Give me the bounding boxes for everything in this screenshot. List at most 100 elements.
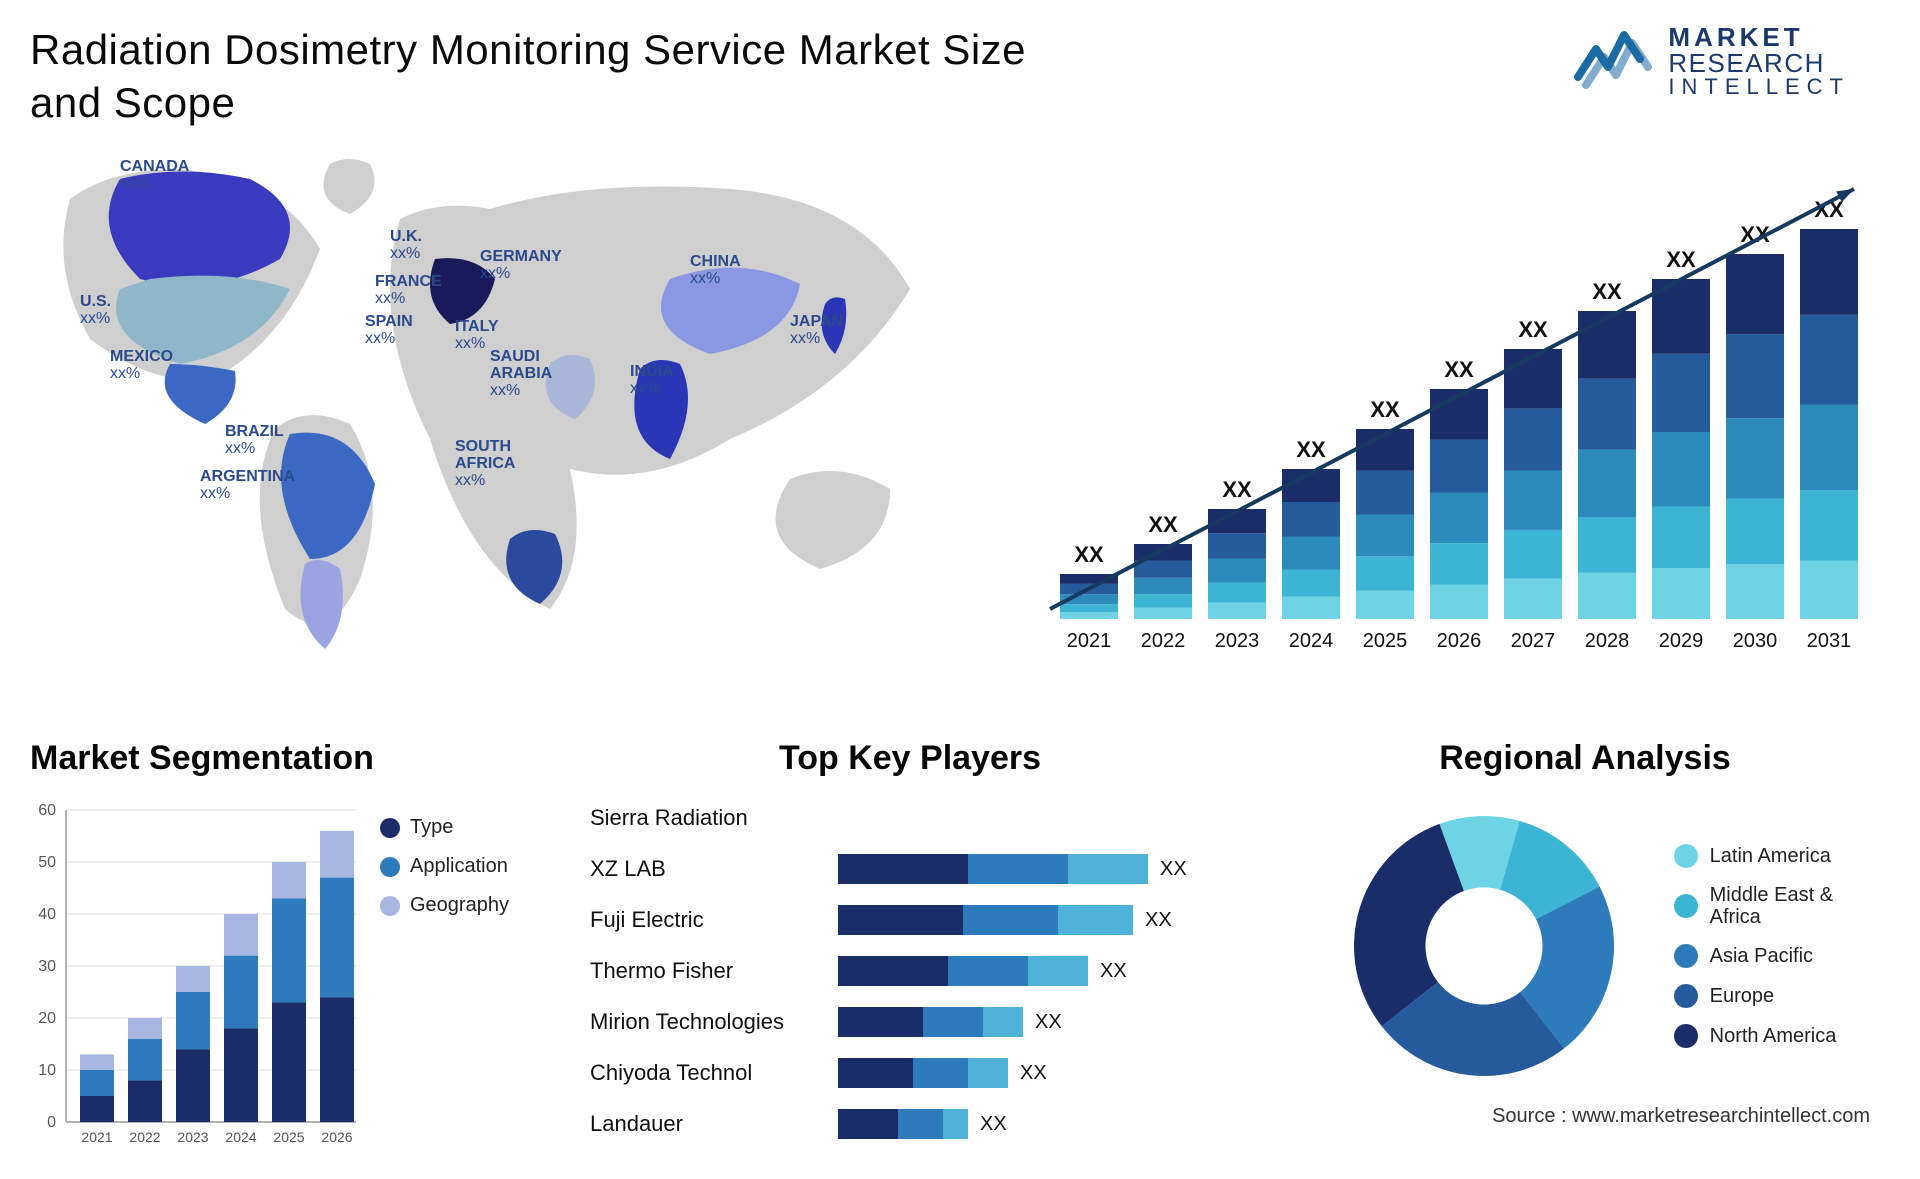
- player-bar-seg: [1068, 854, 1148, 884]
- brand-l1: MARKET: [1668, 24, 1850, 50]
- player-row: LandauerXX: [590, 1102, 1230, 1146]
- upper-section: CANADAxx% U.S.xx% MEXICOxx% U.K.xx% FRANCExx…: [30, 139, 1890, 699]
- svg-text:XX: XX: [1592, 279, 1622, 304]
- player-bar-seg: [913, 1058, 968, 1088]
- player-bar-seg: [983, 1007, 1023, 1037]
- segmentation-panel: Market Segmentation 01020304050602021202…: [30, 739, 540, 1179]
- map-label: U.K.xx%: [390, 229, 422, 263]
- brand-logo: MARKET RESEARCH INTELLECT: [1574, 24, 1850, 98]
- legend-label: Middle East &Africa: [1710, 884, 1833, 928]
- player-bar-box: XX: [838, 1058, 1230, 1088]
- map-label: FRANCExx%: [375, 274, 442, 308]
- svg-text:2029: 2029: [1659, 630, 1704, 652]
- source-label: Source : www.marketresearchintellect.com: [1492, 1105, 1870, 1128]
- map-label: CHINAxx%: [690, 254, 741, 288]
- regional-legend-item: Middle East &Africa: [1674, 884, 1837, 928]
- legend-label: Asia Pacific: [1710, 945, 1813, 967]
- svg-text:2025: 2025: [273, 1129, 304, 1145]
- player-name: Thermo Fisher: [590, 958, 820, 984]
- player-bar-box: XX: [838, 854, 1230, 884]
- regional-legend-item: North America: [1674, 1024, 1837, 1048]
- regional-legend-item: Europe: [1674, 984, 1837, 1008]
- map-label: SAUDIARABIAxx%: [490, 349, 552, 399]
- map-label: SPAINxx%: [365, 314, 413, 348]
- brand-text: MARKET RESEARCH INTELLECT: [1668, 24, 1850, 98]
- map-label: INDIAxx%: [630, 364, 674, 398]
- legend-swatch: [1674, 984, 1698, 1008]
- player-value: XX: [1100, 960, 1127, 983]
- donut-chart-svg: [1334, 796, 1634, 1096]
- player-bar-seg: [838, 1007, 923, 1037]
- legend-label: North America: [1710, 1025, 1837, 1047]
- key-players-panel: Top Key Players Sierra RadiationXZ LABXX…: [590, 739, 1230, 1179]
- regional-legend-item: Asia Pacific: [1674, 944, 1837, 968]
- player-bar-seg: [898, 1109, 943, 1139]
- segmentation-legend: Type Application Geography: [380, 796, 509, 1156]
- player-name: Fuji Electric: [590, 907, 820, 933]
- legend-swatch: [380, 857, 400, 877]
- player-name: Mirion Technologies: [590, 1009, 820, 1035]
- svg-text:2026: 2026: [1437, 630, 1482, 652]
- player-value: XX: [1145, 909, 1172, 932]
- regional-title: Regional Analysis: [1439, 739, 1731, 778]
- segmentation-legend-item: Application: [380, 855, 509, 878]
- player-bar-box: XX: [838, 905, 1230, 935]
- player-name: Sierra Radiation: [590, 805, 820, 831]
- svg-text:2024: 2024: [225, 1129, 256, 1145]
- regional-legend: Latin America Middle East &Africa Asia Pac…: [1674, 844, 1837, 1048]
- growth-chart: XX2021XX2022XX2023XX2024XX2025XX2026XX20…: [1030, 139, 1890, 679]
- regional-legend-item: Latin America: [1674, 844, 1837, 868]
- legend-swatch: [1674, 1024, 1698, 1048]
- player-value: XX: [1160, 858, 1187, 881]
- player-bar-box: XX: [838, 1109, 1230, 1139]
- svg-text:2027: 2027: [1511, 630, 1556, 652]
- player-bar: [838, 905, 1133, 935]
- map-label: MEXICOxx%: [110, 349, 173, 383]
- player-bar-seg: [838, 956, 948, 986]
- svg-text:2023: 2023: [177, 1129, 208, 1145]
- legend-swatch: [380, 818, 400, 838]
- legend-label: Application: [410, 855, 508, 878]
- header-row: Radiation Dosimetry Monitoring Service M…: [30, 24, 1890, 129]
- legend-swatch: [1674, 844, 1698, 868]
- player-bar: [838, 1007, 1023, 1037]
- svg-text:2031: 2031: [1807, 630, 1852, 652]
- player-row: Thermo Fisher XX: [590, 949, 1230, 993]
- player-bar: [838, 956, 1088, 986]
- legend-swatch: [1674, 894, 1698, 918]
- svg-text:10: 10: [38, 1062, 56, 1079]
- player-bar-seg: [838, 1109, 898, 1139]
- map-label: CANADAxx%: [120, 159, 189, 193]
- svg-text:60: 60: [38, 802, 56, 819]
- brand-l2: RESEARCH: [1668, 50, 1850, 76]
- player-name: XZ LAB: [590, 856, 820, 882]
- svg-text:XX: XX: [1074, 542, 1104, 567]
- svg-text:XX: XX: [1148, 512, 1178, 537]
- key-players-list: Sierra RadiationXZ LABXXFuji ElectricXXT…: [590, 796, 1230, 1146]
- svg-text:2025: 2025: [1363, 630, 1408, 652]
- map-label: U.S.xx%: [80, 294, 111, 328]
- map-label: BRAZILxx%: [225, 424, 284, 458]
- svg-text:XX: XX: [1296, 437, 1326, 462]
- brand-mark-icon: [1574, 29, 1654, 93]
- segmentation-legend-item: Type: [380, 816, 509, 839]
- player-bar: [838, 854, 1148, 884]
- player-bar-seg: [943, 1109, 968, 1139]
- svg-text:2023: 2023: [1215, 630, 1260, 652]
- player-row: Mirion Technologies XX: [590, 1000, 1230, 1044]
- segmentation-chart-svg: 0102030405060202120222023202420252026: [30, 796, 360, 1156]
- map-label: ARGENTINAxx%: [200, 469, 295, 503]
- player-name: Chiyoda Technol: [590, 1060, 820, 1086]
- legend-label: Geography: [410, 894, 509, 917]
- svg-text:2022: 2022: [1141, 630, 1186, 652]
- player-bar-seg: [838, 854, 968, 884]
- growth-chart-svg: XX2021XX2022XX2023XX2024XX2025XX2026XX20…: [1030, 139, 1890, 679]
- world-map: CANADAxx% U.S.xx% MEXICOxx% U.K.xx% FRANCExx…: [30, 139, 990, 679]
- svg-text:0: 0: [47, 1114, 56, 1131]
- svg-text:40: 40: [38, 906, 56, 923]
- player-value: XX: [1035, 1011, 1062, 1034]
- svg-text:20: 20: [38, 1010, 56, 1027]
- player-bar-seg: [948, 956, 1028, 986]
- legend-swatch: [1674, 944, 1698, 968]
- svg-text:2021: 2021: [1067, 630, 1112, 652]
